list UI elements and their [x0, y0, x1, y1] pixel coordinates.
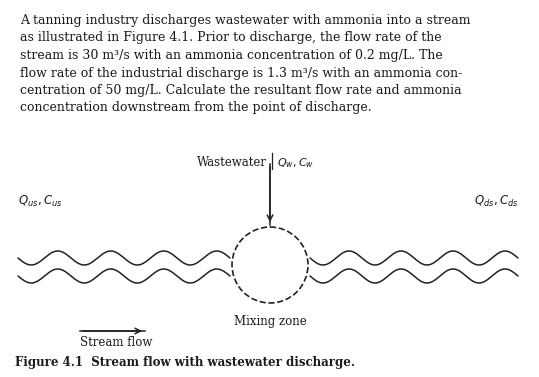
Text: $Q_w, C_w$: $Q_w, C_w$: [277, 156, 314, 170]
Text: concentration downstream from the point of discharge.: concentration downstream from the point …: [20, 101, 371, 115]
Text: centration of 50 mg/L. Calculate the resultant flow rate and ammonia: centration of 50 mg/L. Calculate the res…: [20, 84, 461, 97]
Text: $Q_{us}, C_{us}$: $Q_{us}, C_{us}$: [18, 194, 63, 209]
Text: A tanning industry discharges wastewater with ammonia into a stream: A tanning industry discharges wastewater…: [20, 14, 471, 27]
Text: Figure 4.1  Stream flow with wastewater discharge.: Figure 4.1 Stream flow with wastewater d…: [15, 356, 355, 369]
Text: Wastewater: Wastewater: [197, 156, 267, 169]
Text: Stream flow: Stream flow: [80, 336, 153, 349]
Text: Mixing zone: Mixing zone: [233, 315, 306, 328]
Text: $Q_{ds}, C_{ds}$: $Q_{ds}, C_{ds}$: [474, 194, 519, 209]
Text: stream is 30 m³/s with an ammonia concentration of 0.2 mg/L. The: stream is 30 m³/s with an ammonia concen…: [20, 49, 443, 62]
Text: flow rate of the industrial discharge is 1.3 m³/s with an ammonia con-: flow rate of the industrial discharge is…: [20, 66, 462, 80]
Text: as illustrated in Figure 4.1. Prior to discharge, the flow rate of the: as illustrated in Figure 4.1. Prior to d…: [20, 32, 441, 44]
